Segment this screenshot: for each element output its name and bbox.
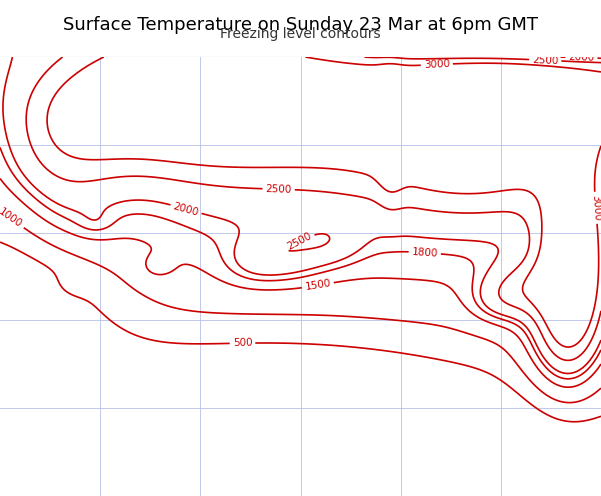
Text: 2500: 2500 [266, 184, 292, 194]
Text: 2000: 2000 [568, 53, 594, 63]
Text: Surface Temperature on Sunday 23 Mar at 6pm GMT: Surface Temperature on Sunday 23 Mar at … [63, 16, 538, 34]
Text: Freezing level contours: Freezing level contours [220, 27, 381, 41]
Text: 1800: 1800 [411, 247, 438, 259]
Text: 3000: 3000 [424, 59, 450, 70]
Text: 2500: 2500 [532, 55, 558, 66]
Text: 3000: 3000 [590, 194, 601, 221]
Text: 2500: 2500 [286, 231, 314, 252]
Text: 500: 500 [233, 338, 252, 348]
Text: 2000: 2000 [172, 201, 200, 217]
Text: 1500: 1500 [304, 278, 332, 293]
Text: 1000: 1000 [0, 207, 24, 230]
